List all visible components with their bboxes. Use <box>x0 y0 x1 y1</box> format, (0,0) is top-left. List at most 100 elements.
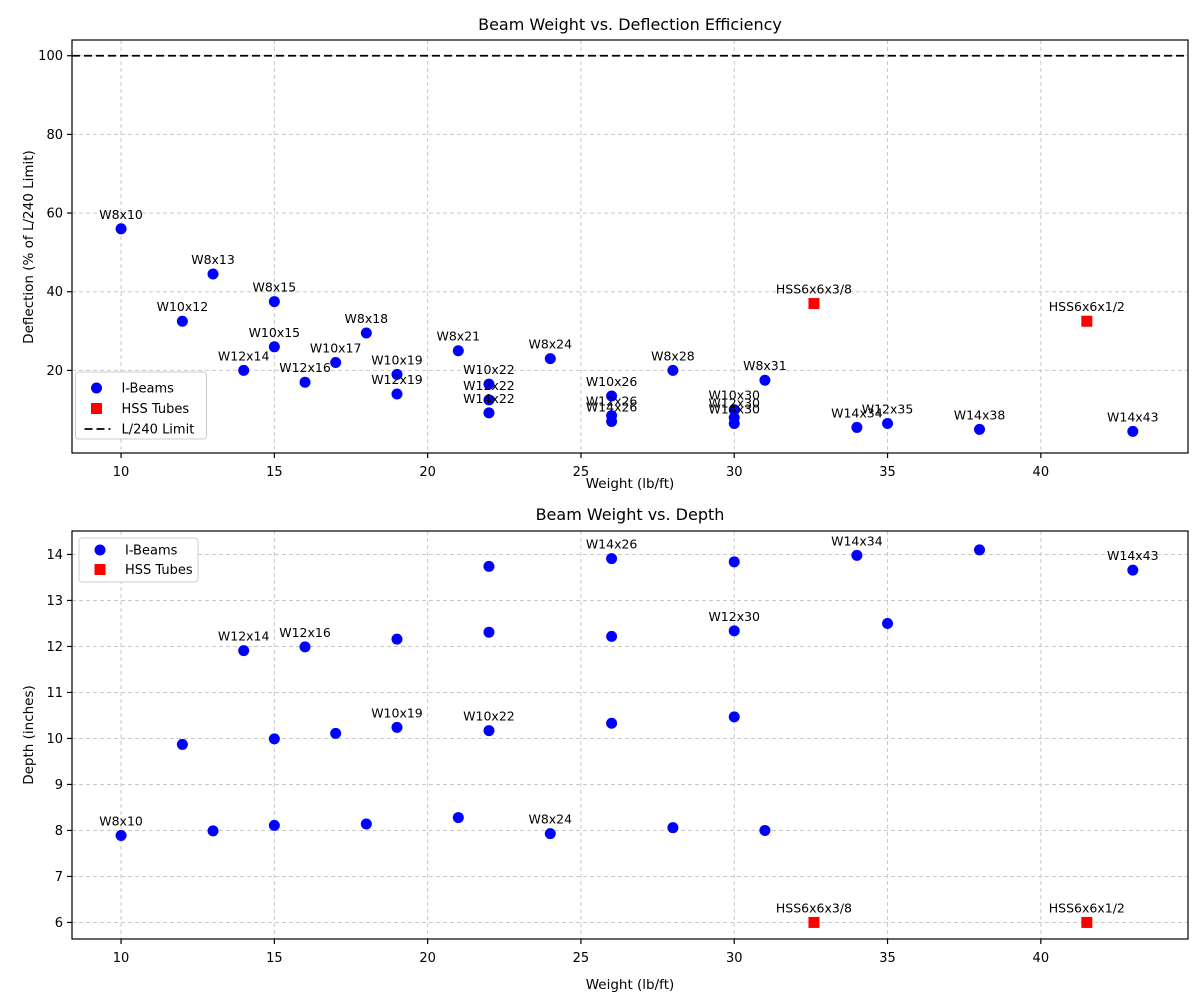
tick-label-x-15: 15 <box>266 465 283 480</box>
data-point-w12x26 <box>606 630 618 642</box>
tick-label-y-6: 6 <box>55 916 63 931</box>
point-label-w10x26: W10x26 <box>586 374 638 389</box>
tick-label-x-25: 25 <box>573 951 590 966</box>
data-point-w8x28 <box>667 364 679 376</box>
point-label-w14x43: W14x43 <box>1107 548 1159 563</box>
point-label-w8x13: W8x13 <box>191 252 235 267</box>
tick-label-y-14: 14 <box>46 548 63 563</box>
deflection-chart-title: Beam Weight vs. Deflection Efficiency <box>478 15 782 34</box>
data-point-w14x30 <box>728 418 740 429</box>
legend-label-i-beams: I-Beams <box>122 382 175 397</box>
data-point-w8x21 <box>452 345 464 357</box>
data-point-w10x26 <box>606 717 618 729</box>
plot-border <box>71 530 1189 940</box>
point-label-w14x43: W14x43 <box>1107 409 1159 424</box>
tick-label-x-35: 35 <box>879 951 896 966</box>
deflection-x-axis-label: Weight (lb/ft) <box>586 476 675 492</box>
point-label-w8x10: W8x10 <box>99 814 143 829</box>
data-point-w10x26 <box>606 390 618 402</box>
tick-label-x-30: 30 <box>726 951 743 966</box>
tick-label-y-11: 11 <box>46 686 63 701</box>
point-label-w8x10: W8x10 <box>99 207 143 222</box>
tick-label-x-20: 20 <box>419 465 436 480</box>
plot-border <box>71 39 1189 454</box>
data-point-w14x26 <box>606 416 618 428</box>
point-label-w8x24: W8x24 <box>528 812 572 827</box>
tick-label-x-35: 35 <box>879 465 896 480</box>
data-point-w12x35 <box>882 418 894 429</box>
data-point-w14x43 <box>1127 425 1139 437</box>
data-point-w12x16 <box>299 641 311 653</box>
point-label-w8x31: W8x31 <box>743 358 787 373</box>
data-point-w12x19 <box>391 633 403 645</box>
tick-label-y-100: 100 <box>38 49 63 64</box>
data-point-w12x35 <box>882 617 894 629</box>
data-point-w12x22 <box>483 626 495 638</box>
point-label-w8x24: W8x24 <box>528 337 572 352</box>
tick-label-x-15: 15 <box>266 951 283 966</box>
depth-chart-title: Beam Weight vs. Depth <box>536 505 725 524</box>
point-label-w14x38: W14x38 <box>954 407 1006 422</box>
legend-marker-square <box>94 564 106 575</box>
data-point-w14x22 <box>483 407 495 419</box>
point-label-w12x35: W12x35 <box>862 402 914 417</box>
data-point-w10x12 <box>176 315 188 327</box>
point-label-w10x19: W10x19 <box>371 352 423 367</box>
tick-label-y-10: 10 <box>46 732 63 747</box>
point-label-w12x19: W12x19 <box>371 372 423 387</box>
point-label-w12x14: W12x14 <box>218 629 270 644</box>
point-label-w14x22: W14x22 <box>463 391 515 406</box>
legend: I-Beams HSS Tubes <box>78 537 199 583</box>
tick-label-y-8: 8 <box>55 824 63 839</box>
legend-label-hss-tubes: HSS Tubes <box>125 563 193 578</box>
data-point-w14x34 <box>851 421 863 433</box>
depth-chart: 10 15 20 25 30 35 40 6 7 8 9 10 11 12 13 14 W8x10 W12x14 W… <box>21 505 1189 993</box>
point-label-w14x34: W14x34 <box>831 405 883 420</box>
point-label-w14x26: W14x26 <box>586 537 638 552</box>
point-label-w12x16: W12x16 <box>279 625 331 640</box>
point-label-w12x30: W12x30 <box>708 396 760 411</box>
data-point-w14x26 <box>606 553 618 565</box>
point-label-hss6x6x3-8: HSS6x6x3/8 <box>776 900 852 915</box>
data-point-w8x31 <box>759 374 771 386</box>
data-point-w14x30 <box>728 556 740 568</box>
data-point-w10x19 <box>391 721 403 733</box>
data-point-w8x24 <box>544 828 556 840</box>
data-point-w10x17 <box>330 357 342 369</box>
data-point-w12x22 <box>483 394 495 406</box>
point-label-w8x18: W8x18 <box>345 311 389 326</box>
data-point-hss6x6x1-2 <box>1081 315 1093 327</box>
legend: I-Beams HSS Tubes L/240 Limit <box>75 371 207 440</box>
data-point-w8x13 <box>207 825 219 837</box>
tick-label-x-30: 30 <box>726 465 743 480</box>
data-point-w8x13 <box>207 268 219 280</box>
data-point-w10x22 <box>483 725 495 737</box>
tick-label-x-20: 20 <box>419 951 436 966</box>
point-label-hss6x6x3-8: HSS6x6x3/8 <box>776 282 852 297</box>
deflection-chart: 10 15 20 25 30 35 40 20 40 60 80 100 W8x10 W10x12 W8x1… <box>21 15 1189 492</box>
data-point-w14x34 <box>851 549 863 561</box>
point-label-w10x15: W10x15 <box>249 325 301 340</box>
tick-label-x-10: 10 <box>113 951 130 966</box>
data-point-hss6x6x3-8 <box>808 298 820 310</box>
point-label-w12x26: W12x26 <box>586 394 638 409</box>
data-point-w10x17 <box>330 727 342 739</box>
data-point-w8x18 <box>360 818 372 830</box>
data-point-w8x10 <box>115 223 127 235</box>
point-label-w14x34: W14x34 <box>831 533 883 548</box>
tick-label-y-40: 40 <box>46 285 63 300</box>
data-point-w8x21 <box>452 812 464 824</box>
tick-label-y-20: 20 <box>46 364 63 379</box>
data-point-w12x16 <box>299 376 311 388</box>
deflection-y-axis-label: Deflection (% of L/240 Limit) <box>21 150 37 344</box>
point-label-hss6x6x1-2: HSS6x6x1/2 <box>1049 299 1125 314</box>
data-point-w8x15 <box>268 296 280 308</box>
legend-box <box>78 537 199 583</box>
point-label-w12x14: W12x14 <box>218 348 270 363</box>
data-point-w14x43 <box>1127 564 1139 576</box>
data-point-w10x30 <box>728 711 740 723</box>
legend-label-l-240-limit: L/240 Limit <box>122 423 195 438</box>
data-point-w10x22 <box>483 378 495 390</box>
tick-label-y-7: 7 <box>55 870 63 885</box>
